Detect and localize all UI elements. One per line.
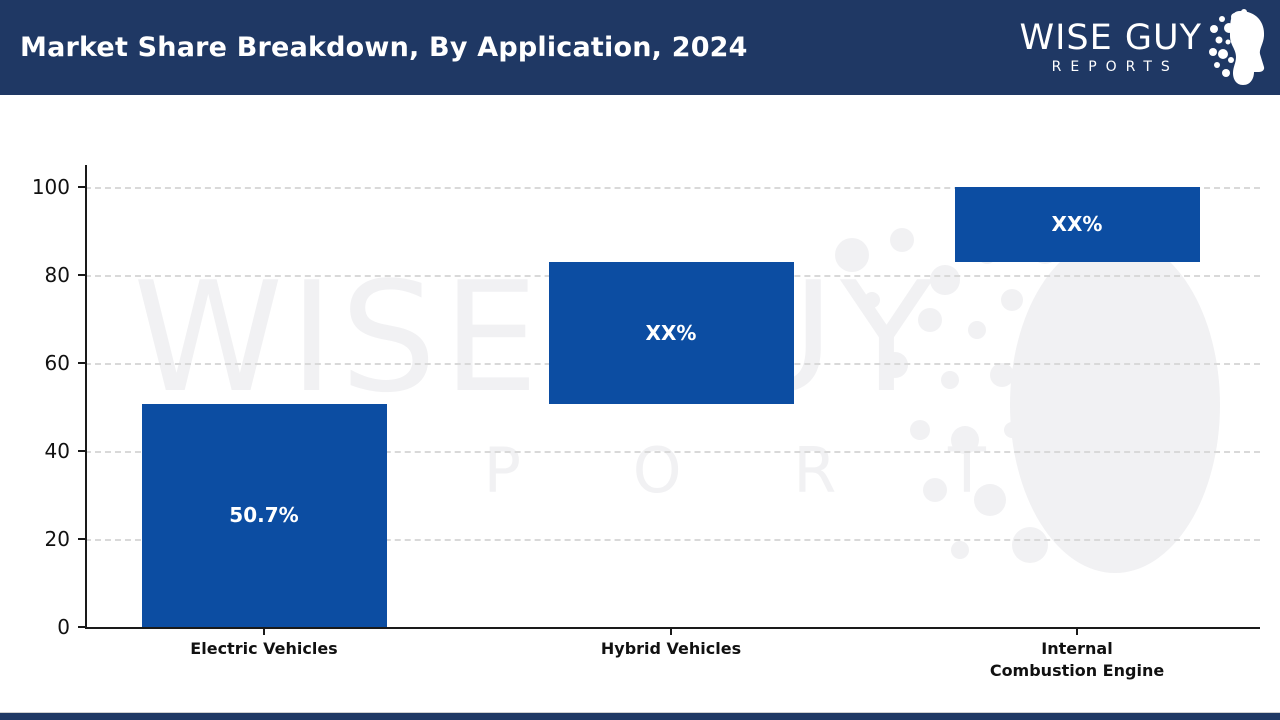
gridline-20 [85, 539, 1260, 541]
bar-electric-vehicles [141, 403, 387, 627]
y-tick-mark [78, 538, 85, 540]
bar-value-label: XX% [1051, 212, 1103, 237]
footer-bar [0, 712, 1280, 720]
x-tick-mark [670, 629, 672, 635]
y-tick-mark [78, 626, 85, 628]
x-tick-label-internal-combustion-engine: Internal Combustion Engine [989, 639, 1165, 681]
brand-logo-text: WISE GUY REPORTS [1019, 18, 1202, 75]
bar-value-label: 50.7% [229, 503, 299, 528]
brand-logo-wordmark: WISE GUY [1019, 18, 1202, 58]
y-tick-mark [78, 362, 85, 364]
y-tick-label: 100 [31, 175, 70, 199]
brand-logo: WISE GUY REPORTS [1019, 0, 1268, 95]
x-tick-label-electric-vehicles: Electric Vehicles [190, 639, 338, 658]
y-tick-label: 0 [57, 615, 70, 639]
bar-hybrid-vehicles [548, 261, 794, 404]
x-axis-spine [85, 627, 1260, 629]
y-tick-label: 80 [44, 263, 70, 287]
y-tick-mark [78, 450, 85, 452]
gridline-100 [85, 187, 1260, 189]
y-tick-label: 60 [44, 351, 70, 375]
y-tick-mark [78, 186, 85, 188]
y-tick-label: 40 [44, 439, 70, 463]
y-tick-mark [78, 274, 85, 276]
header-banner: Market Share Breakdown, By Application, … [0, 0, 1280, 95]
bar-value-label: XX% [645, 320, 697, 345]
x-tick-label-hybrid-vehicles: Hybrid Vehicles [600, 639, 742, 658]
x-tick-mark [263, 629, 265, 635]
y-axis-spine [85, 165, 87, 629]
wiseguy-head-logo-icon [1209, 8, 1265, 85]
brand-logo-subtext: REPORTS [1051, 59, 1179, 75]
page-title: Market Share Breakdown, By Application, … [20, 32, 748, 63]
y-tick-label: 20 [44, 527, 70, 551]
gridline-40 [85, 451, 1260, 453]
x-tick-mark [1076, 629, 1078, 635]
